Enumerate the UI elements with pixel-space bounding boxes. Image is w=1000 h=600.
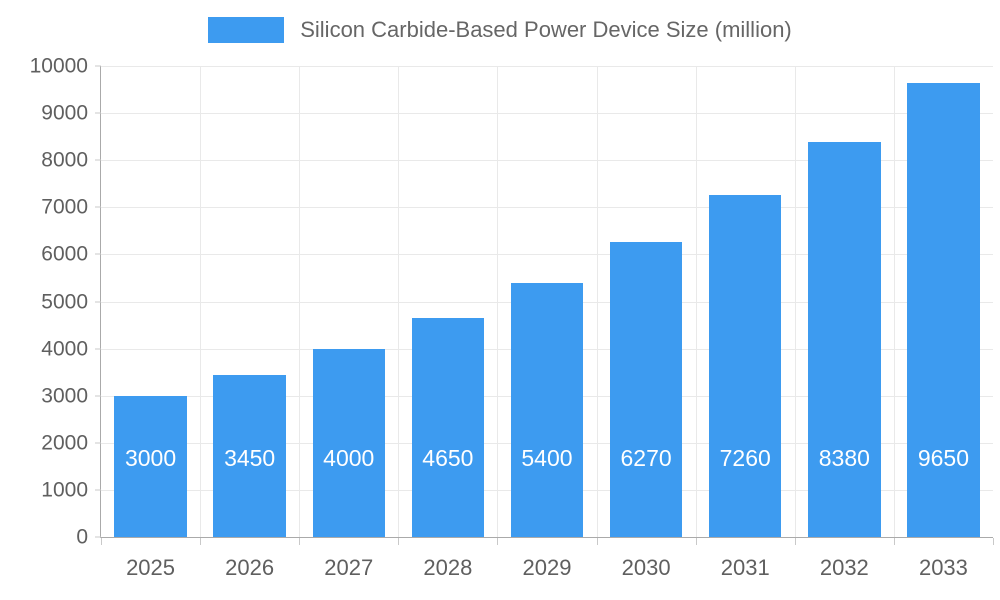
x-axis-tick-label: 2033 <box>918 555 968 580</box>
y-axis-tick-label: 0 <box>76 525 88 549</box>
x-axis-tick-label: 2032 <box>819 555 869 580</box>
y-axis-tick-label: 7000 <box>41 195 88 219</box>
y-axis-line <box>100 66 101 538</box>
bar-value-label: 6270 <box>620 445 672 471</box>
x-axis-tick-label: 2030 <box>621 555 671 580</box>
bar-value-label: 3000 <box>124 445 177 471</box>
gridline-vertical <box>894 66 895 537</box>
gridline-vertical <box>795 66 796 537</box>
gridline-vertical <box>398 66 399 537</box>
x-axis-tick-label: 2026 <box>225 555 275 580</box>
gridline-horizontal <box>101 254 993 256</box>
y-axis-tick-label: 5000 <box>41 290 88 313</box>
x-axis-tick-mark <box>993 538 994 545</box>
bar[interactable]: 3450 <box>213 374 286 537</box>
x-axis-tick-mark <box>597 538 598 545</box>
bar[interactable]: 3000 <box>114 395 187 537</box>
bar[interactable]: 7260 <box>709 195 782 537</box>
x-axis-tick-label: 2025 <box>126 555 176 580</box>
x-axis-tick-mark <box>398 538 399 545</box>
y-axis-tick-label: 9000 <box>41 101 88 125</box>
gridline-vertical <box>299 66 300 537</box>
chart-legend: Silicon Carbide-Based Power Device Size … <box>0 14 1000 46</box>
legend-label: Silicon Carbide-Based Power Device Size … <box>300 17 792 42</box>
bar-value-label: 8380 <box>818 445 870 471</box>
y-axis-tick-label: 8000 <box>41 148 88 172</box>
bar-value-label: 9650 <box>917 445 970 471</box>
bar[interactable]: 9650 <box>907 82 980 537</box>
y-axis-tick-label: 6000 <box>41 242 88 266</box>
gridline-vertical <box>696 66 697 537</box>
x-axis-tick-mark <box>894 538 895 545</box>
bar-value-label: 7260 <box>719 445 771 471</box>
x-axis-tick-mark <box>200 538 201 545</box>
gridline-horizontal <box>101 66 993 67</box>
x-axis-tick-label: 2031 <box>720 555 770 580</box>
gridline-vertical <box>200 66 201 537</box>
y-axis-tick-label: 2000 <box>41 431 88 455</box>
bar-value-label: 3450 <box>224 445 276 471</box>
bar[interactable]: 4000 <box>312 348 385 537</box>
bar[interactable]: 6270 <box>609 241 683 537</box>
y-axis-tick-label: 10000 <box>29 54 88 78</box>
x-axis-tick-label: 2028 <box>423 555 473 580</box>
gridline-horizontal <box>101 160 993 162</box>
x-axis-tick-label: 2029 <box>522 555 572 580</box>
x-axis-tick-mark <box>497 538 498 545</box>
x-axis-tick-mark <box>299 538 300 545</box>
y-axis-tick-label: 4000 <box>41 337 88 361</box>
gridline-vertical <box>597 66 598 537</box>
x-axis-tick-mark <box>101 538 102 545</box>
legend-color-swatch <box>208 17 285 43</box>
bar-value-label: 5400 <box>521 445 573 471</box>
bar-value-label: 4650 <box>422 445 474 471</box>
y-axis-tick-label: 1000 <box>41 478 88 502</box>
bar-value-label: 4000 <box>323 445 375 471</box>
y-axis-tick-label: 3000 <box>41 384 88 408</box>
gridline-vertical <box>497 66 498 537</box>
x-axis-tick-mark <box>795 538 796 545</box>
gridline-horizontal <box>101 207 993 209</box>
plot-area: 3000 3450 4000 4650 5400 6270 7260 8380 9650 <box>101 66 993 538</box>
x-axis-tick-label: 2027 <box>324 555 374 580</box>
x-axis-tick-mark <box>696 538 697 545</box>
bar[interactable]: 5400 <box>510 282 584 537</box>
gridline-horizontal <box>101 113 993 115</box>
bar[interactable]: 8380 <box>808 142 881 537</box>
x-axis-line <box>101 537 993 538</box>
bar[interactable]: 4650 <box>411 318 485 537</box>
